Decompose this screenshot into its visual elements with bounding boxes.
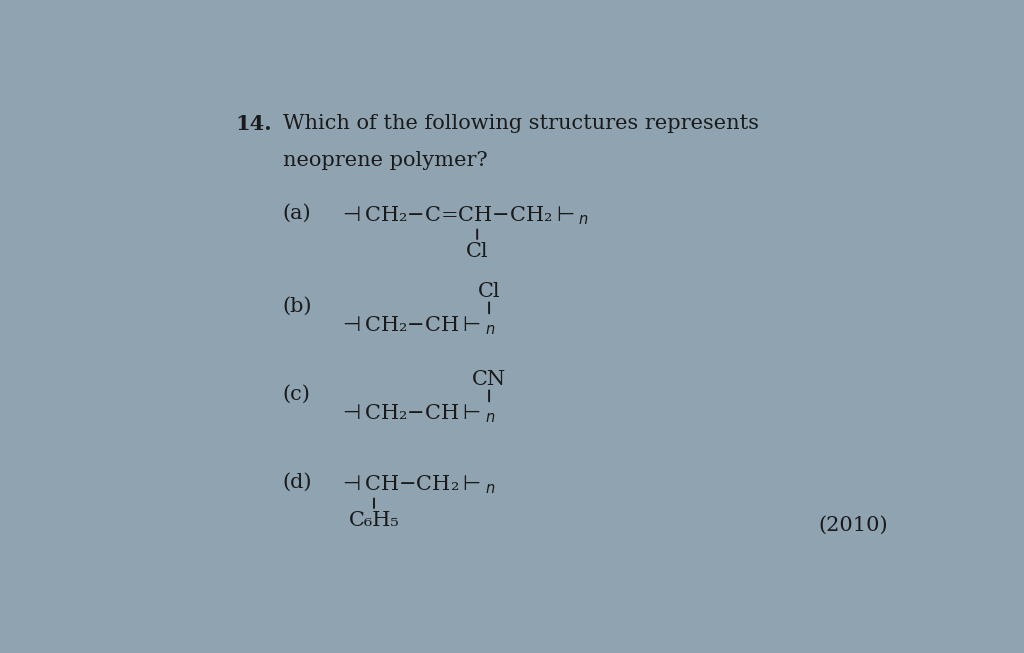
Text: Cl: Cl [478,282,501,301]
Text: $\mathsf{\dashv}$CH₂−CH$\mathsf{\vdash}$$_n$: $\mathsf{\dashv}$CH₂−CH$\mathsf{\vdash}$… [338,315,496,338]
Text: (b): (b) [283,297,312,316]
Text: Which of the following structures represents: Which of the following structures repres… [283,114,759,133]
Text: (a): (a) [283,204,311,223]
Text: neoprene polymer?: neoprene polymer? [283,151,487,170]
Text: $\mathsf{\dashv}$CH−CH₂$\mathsf{\vdash}$$_n$: $\mathsf{\dashv}$CH−CH₂$\mathsf{\vdash}$… [338,473,496,496]
Text: (d): (d) [283,473,312,492]
Text: $\mathsf{\dashv}$CH₂−C=CH−CH₂$\mathsf{\vdash}$$_n$: $\mathsf{\dashv}$CH₂−C=CH−CH₂$\mathsf{\v… [338,204,589,227]
Text: $\mathsf{\dashv}$CH₂−CH$\mathsf{\vdash}$$_n$: $\mathsf{\dashv}$CH₂−CH$\mathsf{\vdash}$… [338,403,496,425]
Text: 14.: 14. [236,114,271,134]
Text: (2010): (2010) [818,516,888,535]
Text: (c): (c) [283,385,310,404]
Text: C₆H₅: C₆H₅ [349,511,399,530]
Text: CN: CN [472,370,506,389]
Text: Cl: Cl [466,242,488,261]
